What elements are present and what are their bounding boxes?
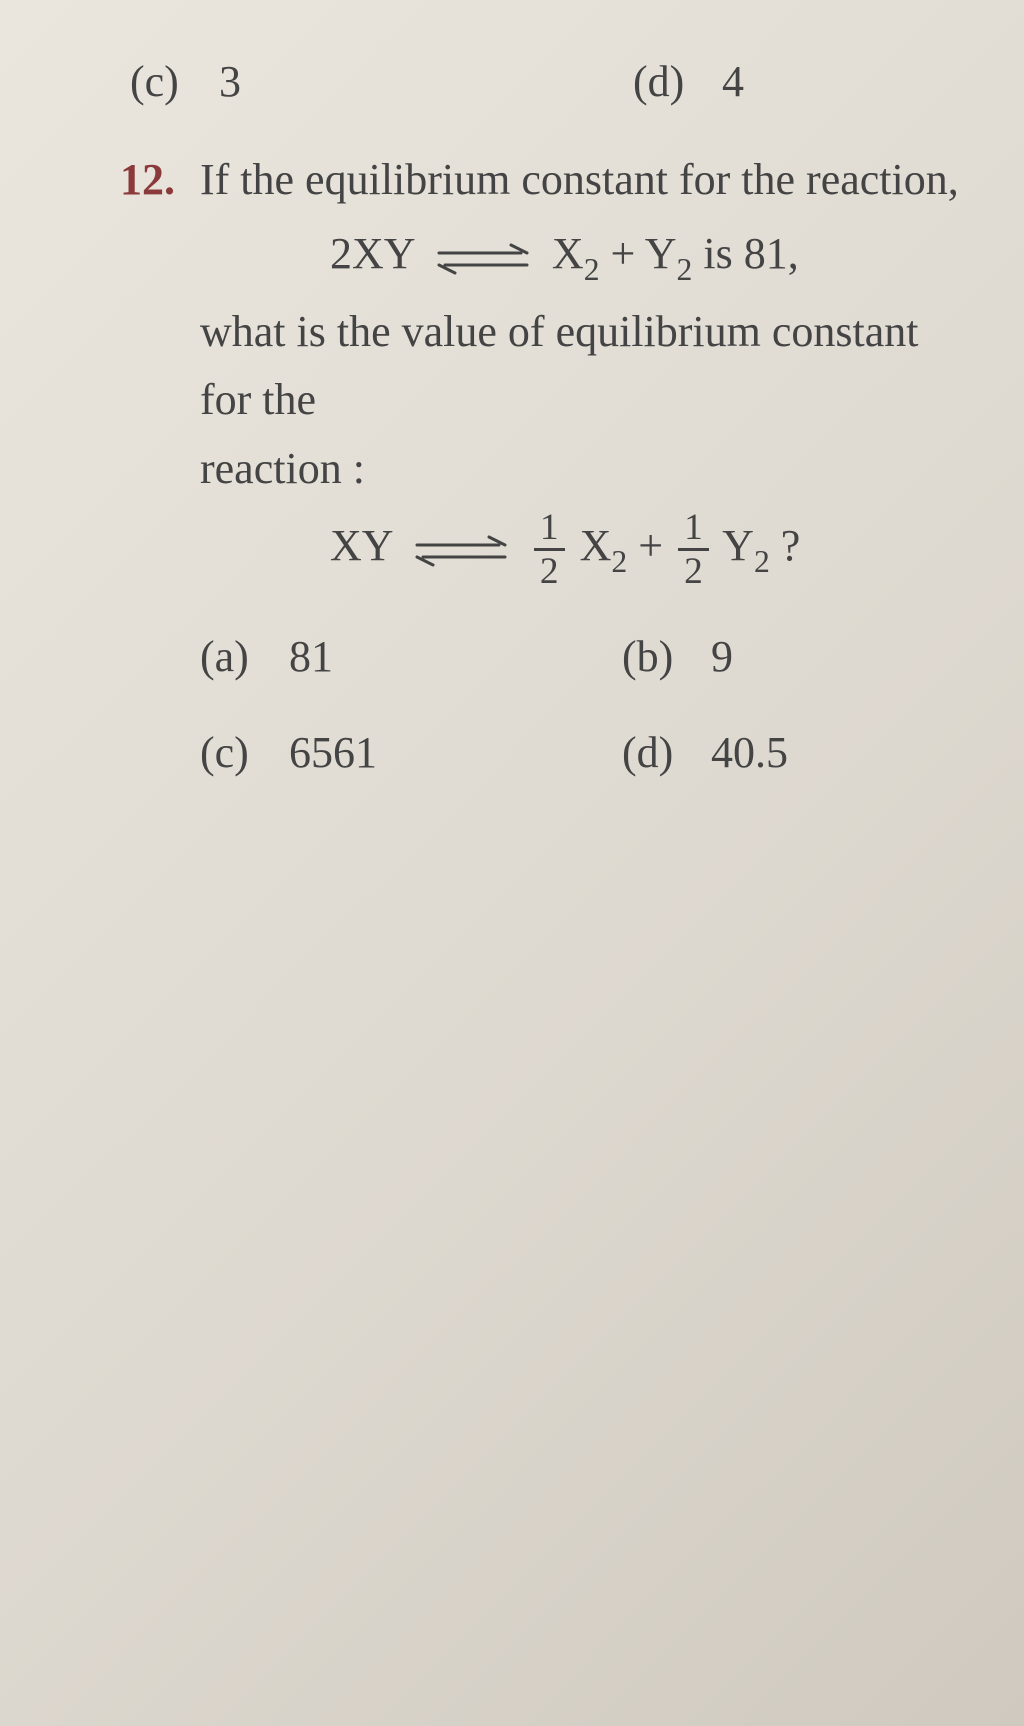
- fraction-half-1: 1 2: [534, 509, 565, 591]
- option-value: 40.5: [711, 728, 788, 777]
- fraction-numerator: 1: [534, 509, 565, 551]
- reaction2-mid1: X2 +: [580, 521, 674, 570]
- question-number: 12.: [120, 146, 200, 214]
- question-stem-line2a: what is the value of equilibrium constan…: [200, 298, 964, 434]
- question-stem-line2b: reaction :: [200, 435, 964, 503]
- question-12: 12. If the equilibrium constant for the …: [120, 146, 964, 801]
- option-a: (a) 81: [200, 609, 582, 705]
- prev-option-c: (c) 3: [130, 48, 241, 116]
- option-d: (d) 40.5: [582, 705, 964, 801]
- option-letter: (c): [130, 48, 208, 116]
- fraction-numerator: 1: [678, 509, 709, 551]
- option-letter: (b): [622, 623, 700, 691]
- option-value: 9: [711, 632, 733, 681]
- option-value: 81: [289, 632, 333, 681]
- reaction-1: 2XY X2 + Y2 is 81,: [200, 220, 964, 292]
- reaction1-tail: is 81,: [703, 229, 798, 278]
- option-letter: (a): [200, 623, 278, 691]
- option-c: (c) 6561: [200, 705, 582, 801]
- answer-options: (a) 81 (b) 9 (c) 6561 (d) 40.5: [200, 609, 964, 801]
- question-stem-line1: If the equilibrium constant for the reac…: [200, 146, 964, 214]
- fraction-denominator: 2: [534, 551, 565, 590]
- option-letter: (d): [622, 719, 700, 787]
- equilibrium-arrows-icon: [433, 239, 533, 277]
- fraction-half-2: 1 2: [678, 509, 709, 591]
- option-letter: (d): [633, 48, 711, 116]
- reaction2-mid2: Y2 ?: [722, 521, 800, 570]
- option-value: 4: [722, 57, 744, 106]
- page: (c) 3 (d) 4 12. If the equilibrium const…: [0, 0, 1024, 1726]
- option-b: (b) 9: [582, 609, 964, 705]
- fraction-denominator: 2: [678, 551, 709, 590]
- reaction-2: XY 1 2 X2 +: [200, 509, 964, 591]
- reaction2-lhs: XY: [330, 521, 392, 570]
- prev-option-d: (d) 4: [633, 48, 744, 116]
- equilibrium-arrows-icon: [411, 531, 511, 569]
- option-value: 3: [219, 57, 241, 106]
- question-body: If the equilibrium constant for the reac…: [200, 146, 964, 801]
- option-letter: (c): [200, 719, 278, 787]
- reaction1-lhs: 2XY: [330, 229, 414, 278]
- reaction1-rhs: X2 + Y2: [552, 229, 692, 278]
- option-value: 6561: [289, 728, 377, 777]
- prev-question-options-row: (c) 3 (d) 4: [120, 48, 964, 116]
